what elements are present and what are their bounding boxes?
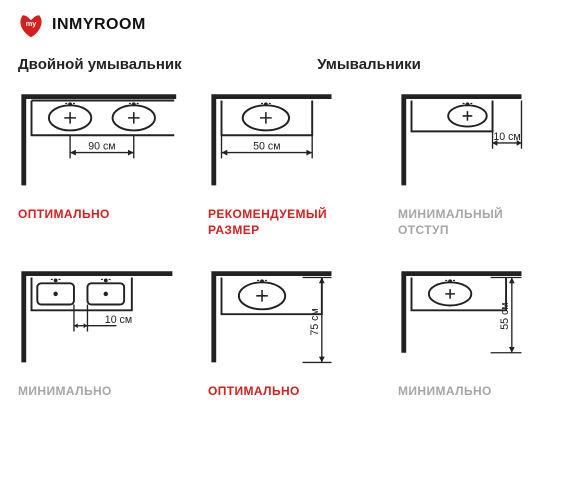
- dim-label: 90 см: [88, 141, 115, 153]
- dim-label: 75 см: [309, 309, 321, 336]
- dim-label: 10 см: [493, 131, 520, 143]
- diagram-single-min-gap: 10 см: [398, 89, 562, 194]
- svg-text:my: my: [26, 19, 37, 28]
- diagram-grid: 90 см ОПТИМАЛЬНО 50 см РЕКОМЕНДУЕМЫЙРАЗМ…: [18, 89, 562, 400]
- diagram-single-minimal: 55 см: [398, 266, 562, 371]
- cell-single-minimal: 55 см МИНИМАЛЬНО: [398, 266, 562, 399]
- caption-single-minimal: МИНИМАЛЬНО: [398, 383, 562, 399]
- diagram-single-recommended: 50 см: [208, 89, 372, 194]
- cell-double-optimal: 90 см ОПТИМАЛЬНО: [18, 89, 182, 238]
- header: my INMYROOM: [18, 12, 562, 38]
- cell-single-recommended: 50 см РЕКОМЕНДУЕМЫЙРАЗМЕР: [208, 89, 372, 238]
- logo-text: INMYROOM: [52, 16, 146, 34]
- logo-icon: my: [18, 12, 44, 38]
- caption-single-min-gap: МИНИМАЛЬНЫЙОТСТУП: [398, 206, 562, 238]
- diagram-double-minimal: 10 см: [18, 266, 182, 371]
- dim-label: 50 см: [253, 141, 280, 153]
- dim-label: 10 см: [105, 314, 132, 326]
- diagram-single-optimal: 75 см: [208, 266, 372, 371]
- title-double-sink: Двойной умывальник: [18, 56, 317, 73]
- title-single-sinks: Умывальники: [317, 56, 562, 73]
- section-titles: Двойной умывальник Умывальники: [18, 56, 562, 73]
- caption-double-minimal: МИНИМАЛЬНО: [18, 383, 182, 399]
- cell-double-minimal: 10 см МИНИМАЛЬНО: [18, 266, 182, 399]
- caption-single-optimal: ОПТИМАЛЬНО: [208, 383, 372, 399]
- diagram-double-optimal: 90 см: [18, 89, 182, 194]
- cell-single-optimal: 75 см ОПТИМАЛЬНО: [208, 266, 372, 399]
- cell-single-min-gap: 10 см МИНИМАЛЬНЫЙОТСТУП: [398, 89, 562, 238]
- dim-label: 55 см: [499, 303, 511, 330]
- caption-double-optimal: ОПТИМАЛЬНО: [18, 206, 182, 222]
- caption-single-recommended: РЕКОМЕНДУЕМЫЙРАЗМЕР: [208, 206, 372, 238]
